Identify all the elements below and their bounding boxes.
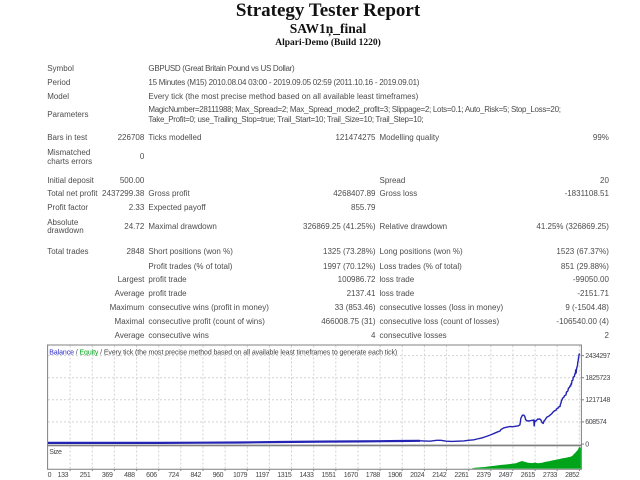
- svg-text:2733: 2733: [543, 472, 558, 479]
- svg-text:2024: 2024: [410, 472, 425, 479]
- svg-text:1079: 1079: [233, 472, 248, 479]
- svg-text:608574: 608574: [585, 419, 607, 426]
- svg-text:2615: 2615: [521, 472, 536, 479]
- svg-text:369: 369: [102, 472, 113, 479]
- svg-text:1670: 1670: [344, 472, 359, 479]
- svg-text:1315: 1315: [277, 472, 292, 479]
- svg-text:2261: 2261: [454, 472, 469, 479]
- svg-text:1825723: 1825723: [585, 375, 610, 382]
- svg-text:488: 488: [124, 472, 135, 479]
- svg-text:251: 251: [80, 472, 91, 479]
- svg-text:960: 960: [213, 472, 224, 479]
- svg-text:133: 133: [58, 472, 69, 479]
- svg-text:2379: 2379: [477, 472, 492, 479]
- svg-text:2142: 2142: [432, 472, 447, 479]
- svg-text:2852: 2852: [565, 472, 580, 479]
- svg-text:606: 606: [146, 472, 157, 479]
- svg-text:0: 0: [585, 441, 589, 448]
- svg-text:1217148: 1217148: [585, 397, 610, 404]
- svg-text:Size: Size: [49, 449, 62, 456]
- svg-text:724: 724: [168, 472, 179, 479]
- svg-text:2434297: 2434297: [585, 353, 610, 360]
- svg-text:Balance / Equity / Every tick: Balance / Equity / Every tick (the most …: [49, 349, 397, 356]
- svg-text:2497: 2497: [499, 472, 514, 479]
- svg-text:1433: 1433: [299, 472, 314, 479]
- svg-text:842: 842: [190, 472, 201, 479]
- svg-text:1551: 1551: [322, 472, 337, 479]
- svg-text:0: 0: [48, 472, 52, 479]
- svg-text:1788: 1788: [366, 472, 381, 479]
- svg-text:1197: 1197: [255, 472, 269, 479]
- svg-text:1906: 1906: [388, 472, 403, 479]
